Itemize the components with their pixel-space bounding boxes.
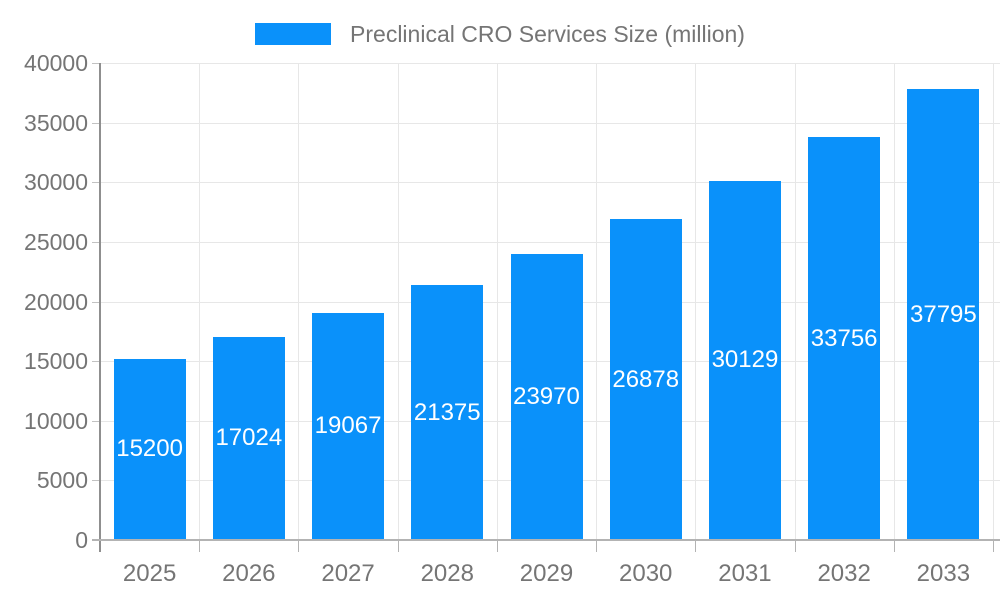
x-gridline: [397, 63, 399, 540]
x-gridline: [993, 63, 994, 540]
x-axis-tick: [397, 540, 399, 552]
legend-label: Preclinical CRO Services Size (million): [350, 20, 745, 47]
legend-item[interactable]: Preclinical CRO Services Size (million): [0, 20, 1000, 47]
x-gridline: [596, 63, 598, 540]
y-tick-label: 35000: [24, 109, 88, 136]
x-axis-tick: [298, 540, 300, 552]
y-gridline: [100, 122, 1000, 124]
y-tick-label: 10000: [24, 407, 88, 434]
y-axis-tick: [92, 63, 100, 64]
x-axis-tick: [596, 540, 598, 552]
x-tick-label: 2032: [817, 560, 871, 587]
x-tick-label: 2033: [916, 560, 971, 587]
legend-swatch: [255, 23, 332, 45]
bar[interactable]: [411, 285, 484, 540]
x-axis-tick: [893, 540, 895, 552]
x-axis-tick: [695, 540, 697, 552]
x-axis-line: [92, 539, 1000, 541]
y-gridline: [100, 241, 1000, 243]
y-axis-tick: [92, 122, 100, 124]
y-gridline: [100, 182, 1000, 184]
y-tick-label: 5000: [36, 467, 88, 494]
x-gridline: [695, 63, 697, 540]
x-axis-tick: [199, 540, 201, 552]
y-axis-tick: [92, 182, 100, 184]
bar[interactable]: [609, 219, 682, 540]
x-tick-label: 2028: [420, 560, 474, 587]
bar[interactable]: [212, 336, 285, 540]
x-tick-label: 2025: [122, 560, 177, 587]
x-tick-label: 2031: [718, 560, 772, 587]
bar[interactable]: [510, 254, 583, 540]
x-gridline: [298, 63, 300, 540]
bar[interactable]: [113, 358, 186, 540]
x-axis-tick: [993, 540, 994, 552]
x-tick-label: 2030: [619, 560, 673, 587]
x-tick-label: 2026: [222, 560, 276, 587]
y-axis-tick: [92, 301, 100, 303]
x-gridline: [893, 63, 895, 540]
x-gridline: [496, 63, 498, 540]
y-tick-label: 20000: [24, 288, 88, 315]
y-axis-tick: [92, 420, 100, 422]
bar[interactable]: [708, 180, 781, 540]
bar[interactable]: [312, 312, 385, 540]
x-gridline: [199, 63, 201, 540]
y-axis-tick: [92, 361, 100, 363]
y-tick-label: 25000: [24, 228, 88, 255]
y-axis-tick: [92, 241, 100, 243]
bar[interactable]: [808, 137, 881, 540]
y-gridline: [100, 63, 1000, 64]
x-tick-label: 2029: [519, 560, 574, 587]
y-axis-line: [99, 63, 101, 552]
y-tick-label: 40000: [24, 50, 88, 76]
y-axis-tick: [92, 480, 100, 482]
x-axis-tick: [496, 540, 498, 552]
y-tick-label: 15000: [24, 348, 88, 375]
y-tick-label: 30000: [24, 169, 88, 196]
y-tick-label: 0: [75, 527, 88, 553]
x-gridline: [794, 63, 796, 540]
x-tick-label: 2027: [321, 560, 375, 587]
bar[interactable]: [907, 89, 980, 540]
x-axis-tick: [794, 540, 796, 552]
